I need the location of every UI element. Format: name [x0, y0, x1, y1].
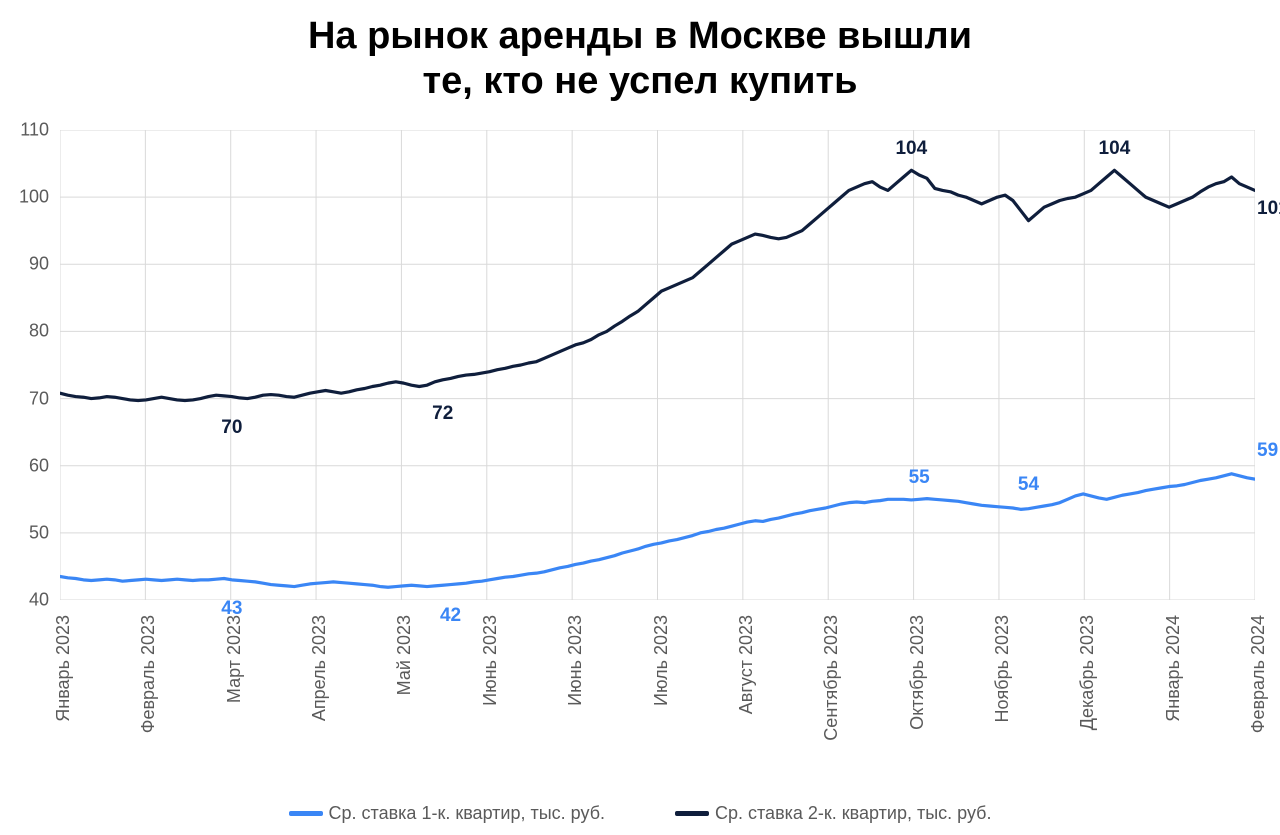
x-tick-label: Июнь 2023 — [565, 615, 586, 706]
legend-item-series2: Ср. ставка 2-к. квартир, тыс. руб. — [675, 803, 991, 824]
chart-container: На рынок аренды в Москве вышли те, кто н… — [0, 0, 1280, 835]
x-tick-label: Октябрь 2023 — [907, 615, 928, 730]
legend-item-series1: Ср. ставка 1-к. квартир, тыс. руб. — [289, 803, 605, 824]
data-label: 42 — [440, 605, 461, 627]
x-tick-label: Май 2023 — [394, 615, 415, 695]
data-label: 104 — [895, 138, 927, 160]
x-tick-label: Декабрь 2023 — [1077, 615, 1098, 730]
chart-title-line1: На рынок аренды в Москве вышли — [0, 14, 1280, 59]
data-label: 54 — [1018, 474, 1039, 496]
x-tick-label: Февраль 2024 — [1248, 615, 1269, 733]
x-tick-label: Март 2023 — [224, 615, 245, 703]
x-tick-label: Сентябрь 2023 — [821, 615, 842, 741]
y-tick-label: 100 — [19, 187, 49, 208]
legend-swatch-series1 — [289, 811, 323, 816]
data-label: 101 — [1257, 198, 1280, 220]
data-label: 70 — [221, 417, 242, 439]
data-label: 43 — [221, 598, 242, 620]
legend-label-series1: Ср. ставка 1-к. квартир, тыс. руб. — [329, 803, 605, 824]
x-tick-label: Апрель 2023 — [309, 615, 330, 721]
plot-area — [60, 130, 1255, 600]
chart-title: На рынок аренды в Москве вышли те, кто н… — [0, 0, 1280, 104]
y-tick-label: 110 — [20, 120, 49, 141]
x-tick-label: Июнь 2023 — [480, 615, 501, 706]
data-label: 72 — [432, 403, 453, 425]
x-tick-label: Январь 2023 — [53, 615, 74, 722]
y-axis: 405060708090100110 — [0, 130, 55, 600]
data-label: 55 — [909, 467, 930, 489]
x-tick-label: Ноябрь 2023 — [992, 615, 1013, 723]
y-tick-label: 90 — [29, 254, 49, 275]
data-label: 59 — [1257, 440, 1278, 462]
y-tick-label: 80 — [29, 321, 49, 342]
x-tick-label: Февраль 2023 — [138, 615, 159, 733]
legend-swatch-series2 — [675, 811, 709, 816]
x-tick-label: Август 2023 — [736, 615, 757, 714]
legend-label-series2: Ср. ставка 2-к. квартир, тыс. руб. — [715, 803, 991, 824]
x-axis: Январь 2023Февраль 2023Март 2023Апрель 2… — [60, 605, 1255, 780]
y-tick-label: 70 — [29, 388, 49, 409]
y-tick-label: 40 — [29, 590, 49, 611]
x-tick-label: Январь 2024 — [1163, 615, 1184, 722]
y-tick-label: 60 — [29, 455, 49, 476]
chart-title-line2: те, кто не успел купить — [0, 59, 1280, 104]
data-label: 104 — [1099, 138, 1131, 160]
legend: Ср. ставка 1-к. квартир, тыс. руб. Ср. с… — [0, 799, 1280, 827]
x-tick-label: Июль 2023 — [651, 615, 672, 706]
y-tick-label: 50 — [29, 522, 49, 543]
